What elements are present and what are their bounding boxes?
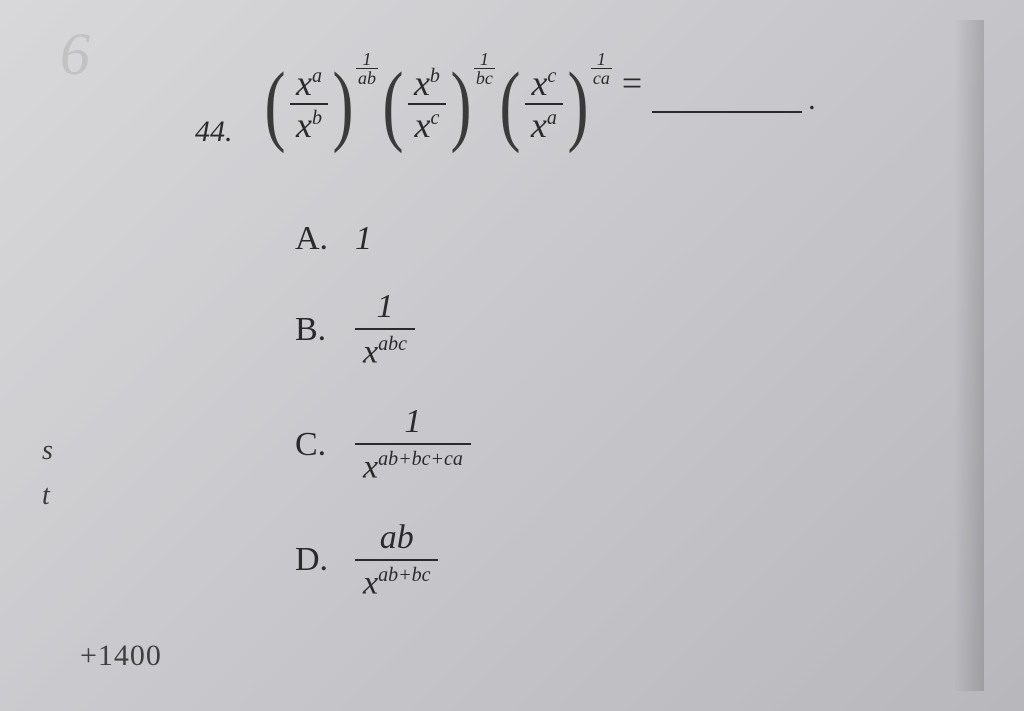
t3-den-base: x bbox=[531, 105, 547, 145]
opt-d-den-base: x bbox=[363, 564, 378, 601]
question-number: 44. bbox=[195, 115, 233, 149]
right-paren-icon: ) bbox=[332, 64, 353, 145]
t2-oexp-num: 1 bbox=[478, 50, 491, 68]
term1-outer-exp: 1 ab bbox=[356, 50, 378, 87]
t1-num-base: x bbox=[296, 63, 312, 103]
term2: ( xb xc ) bbox=[378, 63, 476, 145]
term1-fraction: xa xb bbox=[290, 63, 328, 145]
t3-den-exp: a bbox=[547, 107, 557, 129]
left-paren-icon: ( bbox=[382, 64, 403, 145]
option-a-label: A. bbox=[295, 220, 355, 258]
term2-fraction: xb xc bbox=[408, 63, 446, 145]
option-b-label: B. bbox=[295, 311, 355, 349]
t2-num-exp: b bbox=[430, 65, 440, 87]
handwritten-note: +1400 bbox=[80, 639, 162, 673]
page-content: 6 44. ( xa xb ) 1 ab ( xb xc ) bbox=[40, 20, 984, 691]
option-c-value: 1 xab+bc+ca bbox=[355, 401, 471, 488]
equals-sign: = bbox=[622, 62, 642, 104]
option-c-label: C. bbox=[295, 426, 355, 464]
t2-oexp-den: bc bbox=[474, 69, 495, 87]
answer-options: A. 1 B. 1 xabc C. 1 xab+bc+ca D. ab bbox=[295, 220, 471, 632]
opt-c-den-base: x bbox=[363, 449, 378, 486]
question-expression: ( xa xb ) 1 ab ( xb xc ) 1 bc bbox=[260, 50, 816, 145]
opt-b-den-base: x bbox=[363, 333, 378, 370]
right-edge-shadow bbox=[954, 20, 984, 691]
option-b-value: 1 xabc bbox=[355, 286, 415, 373]
answer-blank-line bbox=[652, 111, 802, 113]
term3-fraction: xc xa bbox=[525, 63, 563, 145]
t1-oexp-den: ab bbox=[356, 69, 378, 87]
opt-b-num: 1 bbox=[368, 286, 401, 328]
page-edge-artifact-t: t bbox=[42, 480, 50, 512]
option-d: D. ab xab+bc bbox=[295, 517, 471, 604]
t3-num-exp: c bbox=[547, 65, 556, 87]
option-c: C. 1 xab+bc+ca bbox=[295, 401, 471, 488]
t3-num-base: x bbox=[531, 63, 547, 103]
option-d-label: D. bbox=[295, 541, 355, 579]
left-paren-icon: ( bbox=[499, 64, 520, 145]
t2-den-exp: c bbox=[430, 107, 439, 129]
option-a-value: 1 bbox=[355, 220, 372, 258]
opt-c-den-exp: ab+bc+ca bbox=[378, 448, 463, 470]
page-edge-artifact-s: s bbox=[42, 435, 53, 467]
right-paren-icon: ) bbox=[450, 64, 471, 145]
opt-c-num: 1 bbox=[396, 401, 429, 443]
right-paren-icon: ) bbox=[567, 64, 588, 145]
term1: ( xa xb ) bbox=[260, 63, 358, 145]
term3-outer-exp: 1 ca bbox=[591, 50, 612, 87]
opt-d-num: ab bbox=[372, 517, 422, 559]
term2-outer-exp: 1 bc bbox=[474, 50, 495, 87]
page-top-artifact: 6 bbox=[60, 20, 90, 89]
option-d-value: ab xab+bc bbox=[355, 517, 438, 604]
t1-num-exp: a bbox=[312, 65, 322, 87]
option-a: A. 1 bbox=[295, 220, 471, 258]
t2-den-base: x bbox=[414, 105, 430, 145]
left-paren-icon: ( bbox=[264, 64, 285, 145]
period: . bbox=[808, 83, 816, 117]
term3: ( xc xa ) bbox=[495, 63, 593, 145]
opt-b-den-exp: abc bbox=[378, 333, 407, 355]
option-b: B. 1 xabc bbox=[295, 286, 471, 373]
t3-oexp-num: 1 bbox=[595, 50, 608, 68]
t1-den-base: x bbox=[296, 105, 312, 145]
t1-den-exp: b bbox=[312, 107, 322, 129]
t3-oexp-den: ca bbox=[591, 69, 612, 87]
opt-d-den-exp: ab+bc bbox=[378, 564, 430, 586]
t2-num-base: x bbox=[414, 63, 430, 103]
t1-oexp-num: 1 bbox=[360, 50, 373, 68]
